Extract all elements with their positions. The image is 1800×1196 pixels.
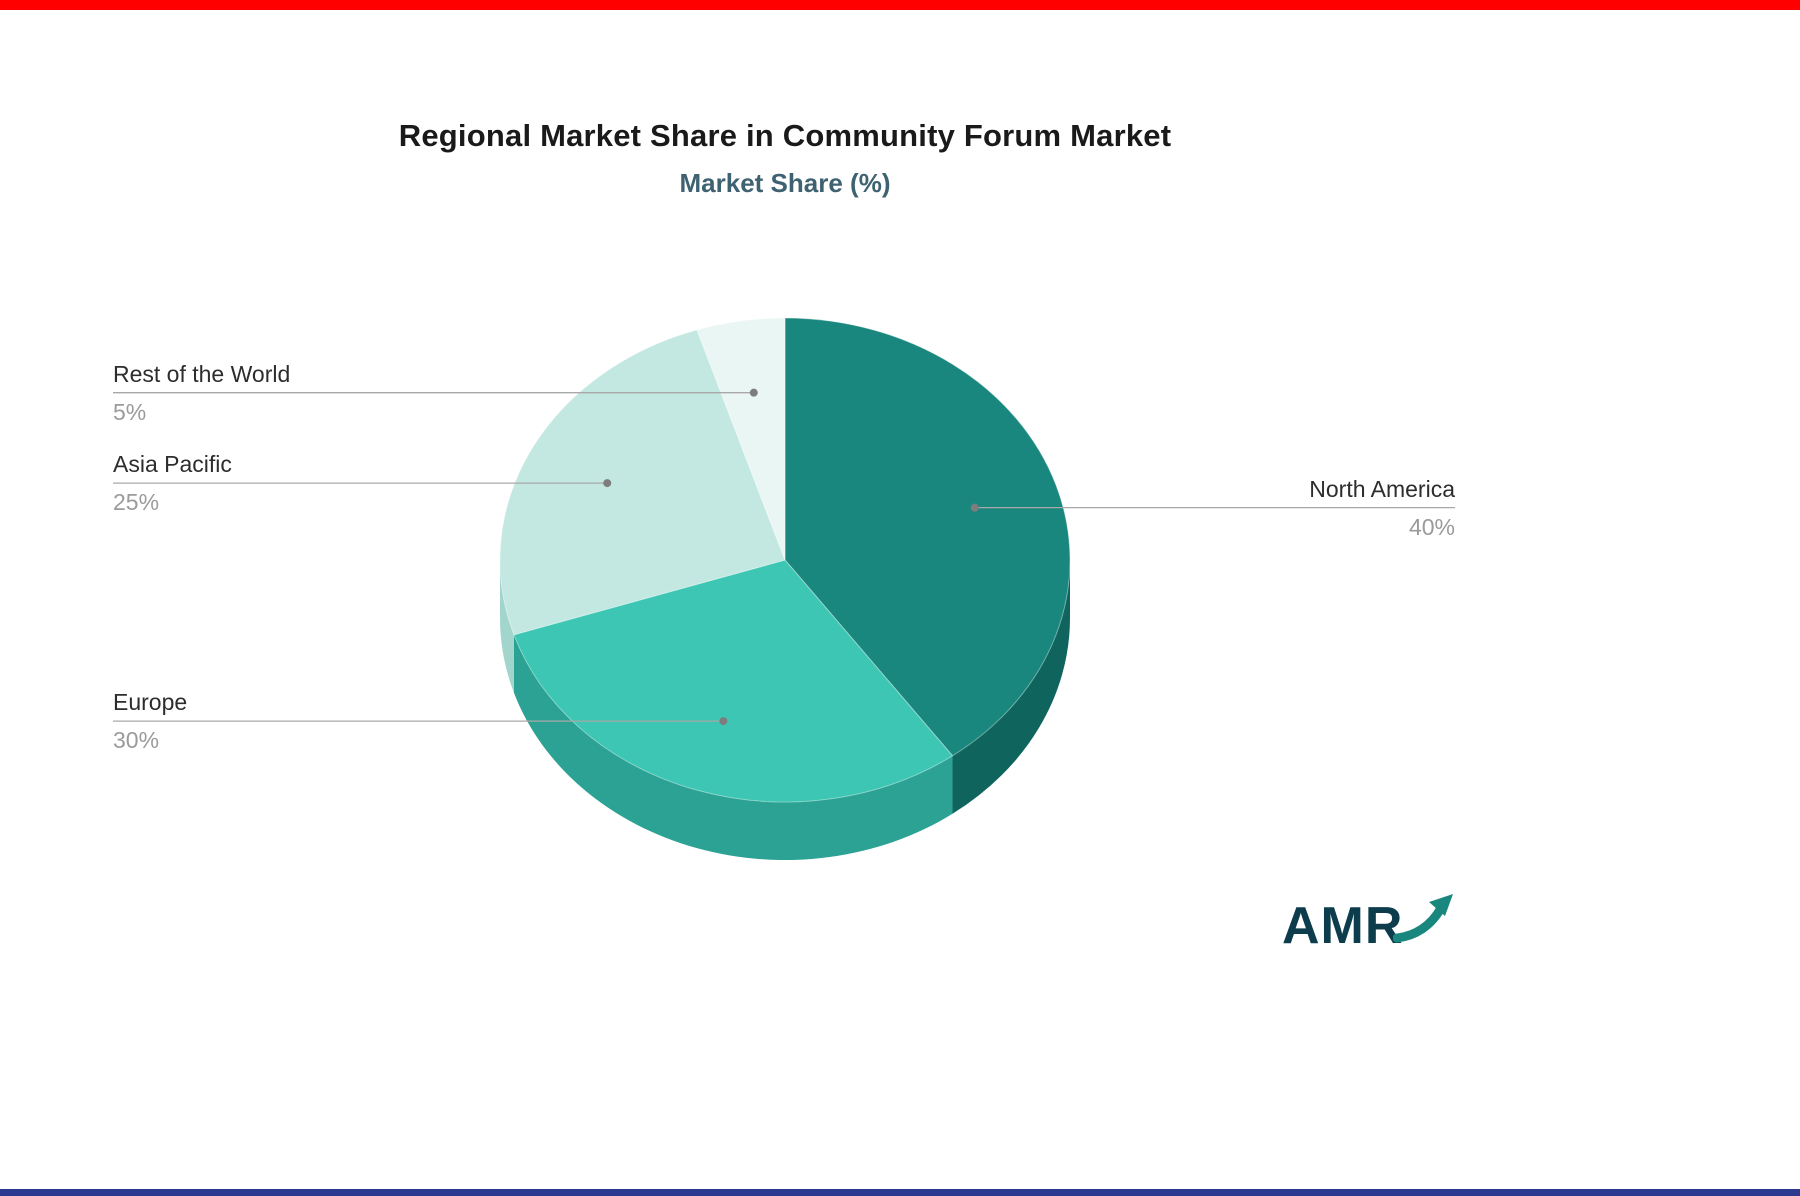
callout-value: 30% (113, 727, 160, 754)
pie-slice-north-america[interactable] (784, 317, 1071, 757)
callout-rest-of-world: Rest of the World 5% (113, 361, 290, 425)
amr-logo-arrow-icon (1393, 894, 1454, 943)
amr-logo: AMR (1282, 894, 1455, 956)
callout-dot-europe (719, 717, 728, 726)
bottom-border-strip (0, 1189, 1800, 1196)
top-border-strip (0, 0, 1800, 10)
pie-slice-asia-pacific[interactable] (499, 329, 786, 636)
callout-europe: Europe 30% (113, 689, 187, 753)
callout-label: North America (1309, 475, 1455, 502)
pie-slice-side-north-america (952, 560, 1070, 814)
amr-logo-text: AMR (1282, 897, 1404, 955)
chart-subtitle: Market Share (%) (679, 168, 891, 198)
callout-value: 5% (113, 398, 147, 425)
callout-dot-north-america (970, 503, 979, 512)
callout-asia-pacific: Asia Pacific 25% (113, 451, 232, 515)
pie-slice-rest-of-the-world[interactable] (696, 317, 786, 561)
callout-value: 40% (1408, 513, 1455, 540)
pie-slice-europe[interactable] (513, 559, 954, 803)
chart-title: Regional Market Share in Community Forum… (398, 118, 1172, 153)
callout-dot-rest-of-the-world (749, 388, 758, 397)
callout-value: 25% (113, 489, 160, 516)
callout-north-america: North America 40% (1309, 476, 1455, 540)
pie-slice-side-europe (513, 634, 953, 860)
callout-label: Rest of the World (113, 360, 291, 387)
callout-label: Asia Pacific (113, 451, 232, 478)
callout-label: Europe (113, 689, 188, 716)
pie-slice-side-asia-pacific (500, 560, 514, 693)
callout-dot-asia-pacific (603, 479, 612, 488)
